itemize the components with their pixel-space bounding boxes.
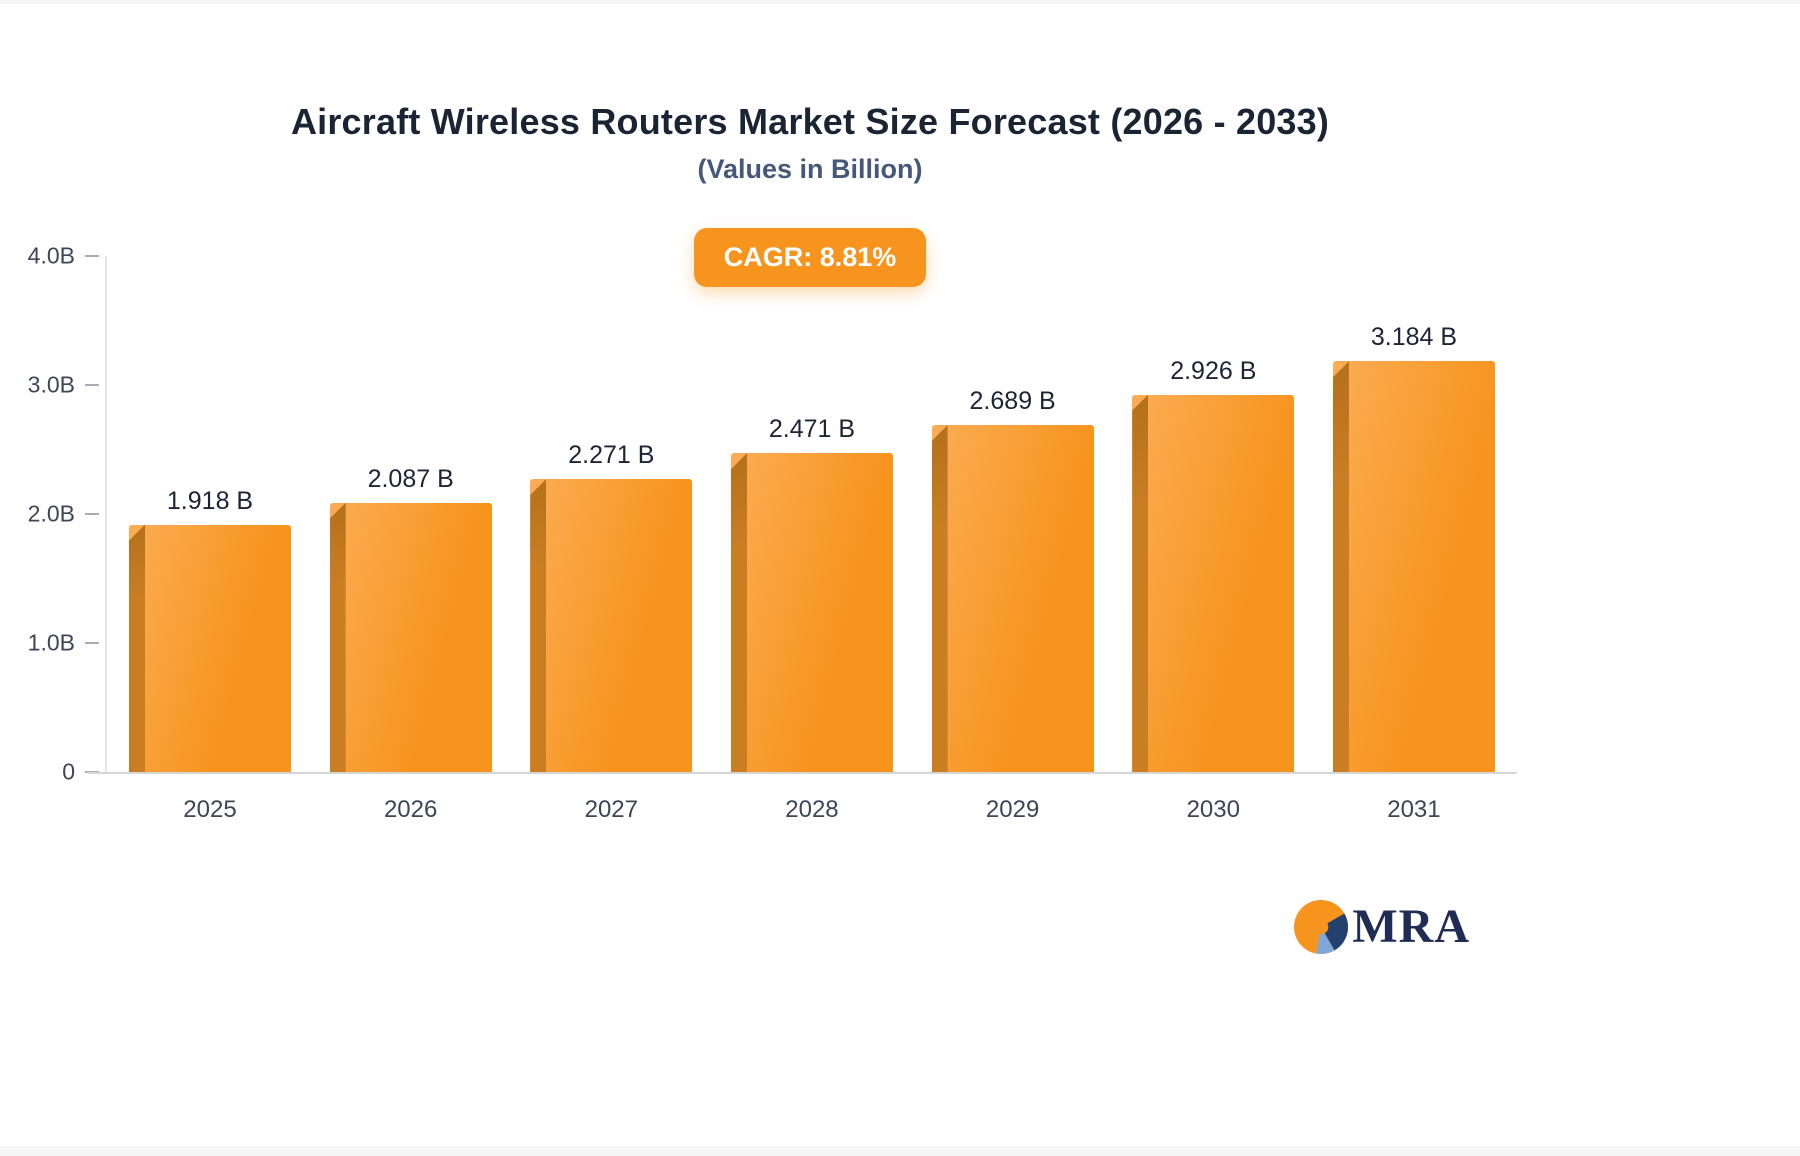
y-tick-label: 1.0B (27, 629, 75, 656)
brand-logo: MRA (1294, 900, 1470, 954)
bar-group-2026: 2.087 B 2026 (329, 256, 492, 823)
bar-group-2031: 3.184 B 2031 (1332, 256, 1495, 823)
cagr-badge: CAGR: 8.81% (693, 228, 927, 287)
bar-2026[interactable] (329, 502, 492, 772)
pie-chart-icon (1294, 900, 1349, 954)
y-tick-label: 0 (62, 758, 75, 785)
brand-logo-text: MRA (1352, 900, 1470, 953)
x-axis-label-2029: 2029 (985, 796, 1040, 823)
y-tick-mark (85, 513, 99, 515)
bar-value-label: 2.926 B (1170, 356, 1257, 385)
x-axis-label-2030: 2030 (1186, 796, 1240, 823)
y-tick-label: 4.0B (27, 242, 75, 269)
bar-2030[interactable] (1132, 394, 1295, 772)
y-tick-mark (85, 384, 99, 386)
x-axis-label-2028: 2028 (785, 796, 839, 823)
bars-container: 1.918 B 2025 2.087 B 2026 2.271 B 2027 2.471 B… (107, 256, 1517, 823)
bar-2027[interactable] (530, 479, 693, 772)
bar-value-label: 2.689 B (969, 387, 1056, 416)
y-tick-label: 3.0B (27, 371, 75, 398)
bar-value-label: 1.918 B (166, 486, 254, 515)
cagr-badge-wrap: CAGR: 8.81% (0, 228, 1620, 287)
bar-group-2029: 2.689 B 2029 (931, 256, 1094, 823)
bar-2029[interactable] (931, 425, 1094, 772)
x-axis-label-2025: 2025 (183, 796, 237, 823)
y-tick-mark (85, 255, 99, 257)
bar-group-2027: 2.271 B 2027 (530, 256, 693, 823)
bar-value-label: 2.471 B (768, 415, 856, 444)
bar-value-label: 2.271 B (568, 441, 655, 470)
x-axis-label-2031: 2031 (1387, 796, 1441, 823)
bar-value-label: 3.184 B (1370, 323, 1458, 352)
y-tick-mark (85, 771, 99, 773)
x-axis-label-2026: 2026 (383, 796, 438, 823)
plot-area: 1.918 B 2025 2.087 B 2026 2.271 B 2027 2.471 B… (28, 243, 1517, 823)
bar-2028[interactable] (730, 453, 893, 772)
bar-group-2030: 2.926 B 2030 (1132, 256, 1295, 823)
x-axis-label-2027: 2027 (584, 796, 638, 823)
bar-2025[interactable] (129, 524, 291, 772)
bar-2031[interactable] (1332, 361, 1495, 772)
bar-group-2028: 2.471 B 2028 (730, 256, 893, 823)
bar-value-label: 2.087 B (367, 464, 454, 493)
bar-group-2025: 1.918 B 2025 (129, 256, 291, 823)
chart-subtitle: (Values in Billion) (697, 154, 923, 184)
chart-title: Aircraft Wireless Routers Market Size Fo… (290, 101, 1330, 142)
y-tick-mark (85, 642, 99, 644)
y-tick-label: 2.0B (27, 500, 75, 527)
